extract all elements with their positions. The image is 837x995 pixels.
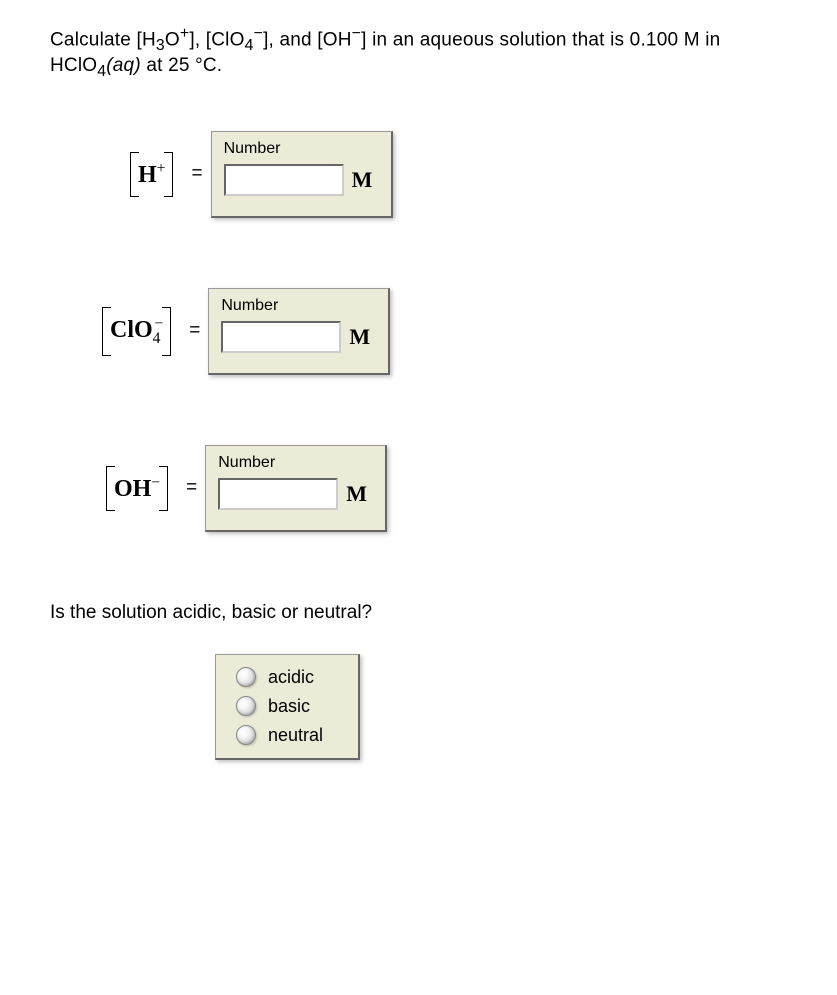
input-panel-oh: Number M [205, 445, 387, 532]
species-label-oh: OH− [106, 474, 168, 503]
clo4-concentration-input[interactable] [221, 321, 341, 353]
radio-panel: acidic basic neutral [215, 654, 360, 760]
radio-label-acidic: acidic [268, 667, 314, 688]
species-label-clo4: ClO4− [102, 315, 171, 348]
unit-h: M [352, 167, 373, 193]
radio-acidic[interactable] [236, 667, 256, 687]
radio-label-basic: basic [268, 696, 310, 717]
subquestion-text: Is the solution acidic, basic or neutral… [50, 602, 787, 624]
input-label-clo4: Number [221, 297, 376, 315]
equals-sign: = [191, 163, 202, 185]
input-row-clo4: ClO4− = Number M [50, 288, 787, 375]
radio-row-basic: basic [236, 696, 338, 717]
question-text: Calculate [H3O+], [ClO4−], and [OH−] in … [50, 25, 787, 81]
oh-concentration-input[interactable] [218, 478, 338, 510]
h-concentration-input[interactable] [224, 164, 344, 196]
input-row-oh: OH− = Number M [50, 445, 787, 532]
input-label-h: Number [224, 140, 379, 158]
input-panel-clo4: Number M [208, 288, 390, 375]
species-label-h: H+ [130, 160, 173, 189]
radio-row-acidic: acidic [236, 667, 338, 688]
input-label-oh: Number [218, 454, 373, 472]
radio-neutral[interactable] [236, 725, 256, 745]
input-row-h: H+ = Number M [50, 131, 787, 218]
equals-sign: = [186, 477, 197, 499]
unit-clo4: M [349, 324, 370, 350]
input-panel-h: Number M [211, 131, 393, 218]
radio-basic[interactable] [236, 696, 256, 716]
radio-row-neutral: neutral [236, 725, 338, 746]
unit-oh: M [346, 481, 367, 507]
equals-sign: = [189, 320, 200, 342]
radio-label-neutral: neutral [268, 725, 323, 746]
